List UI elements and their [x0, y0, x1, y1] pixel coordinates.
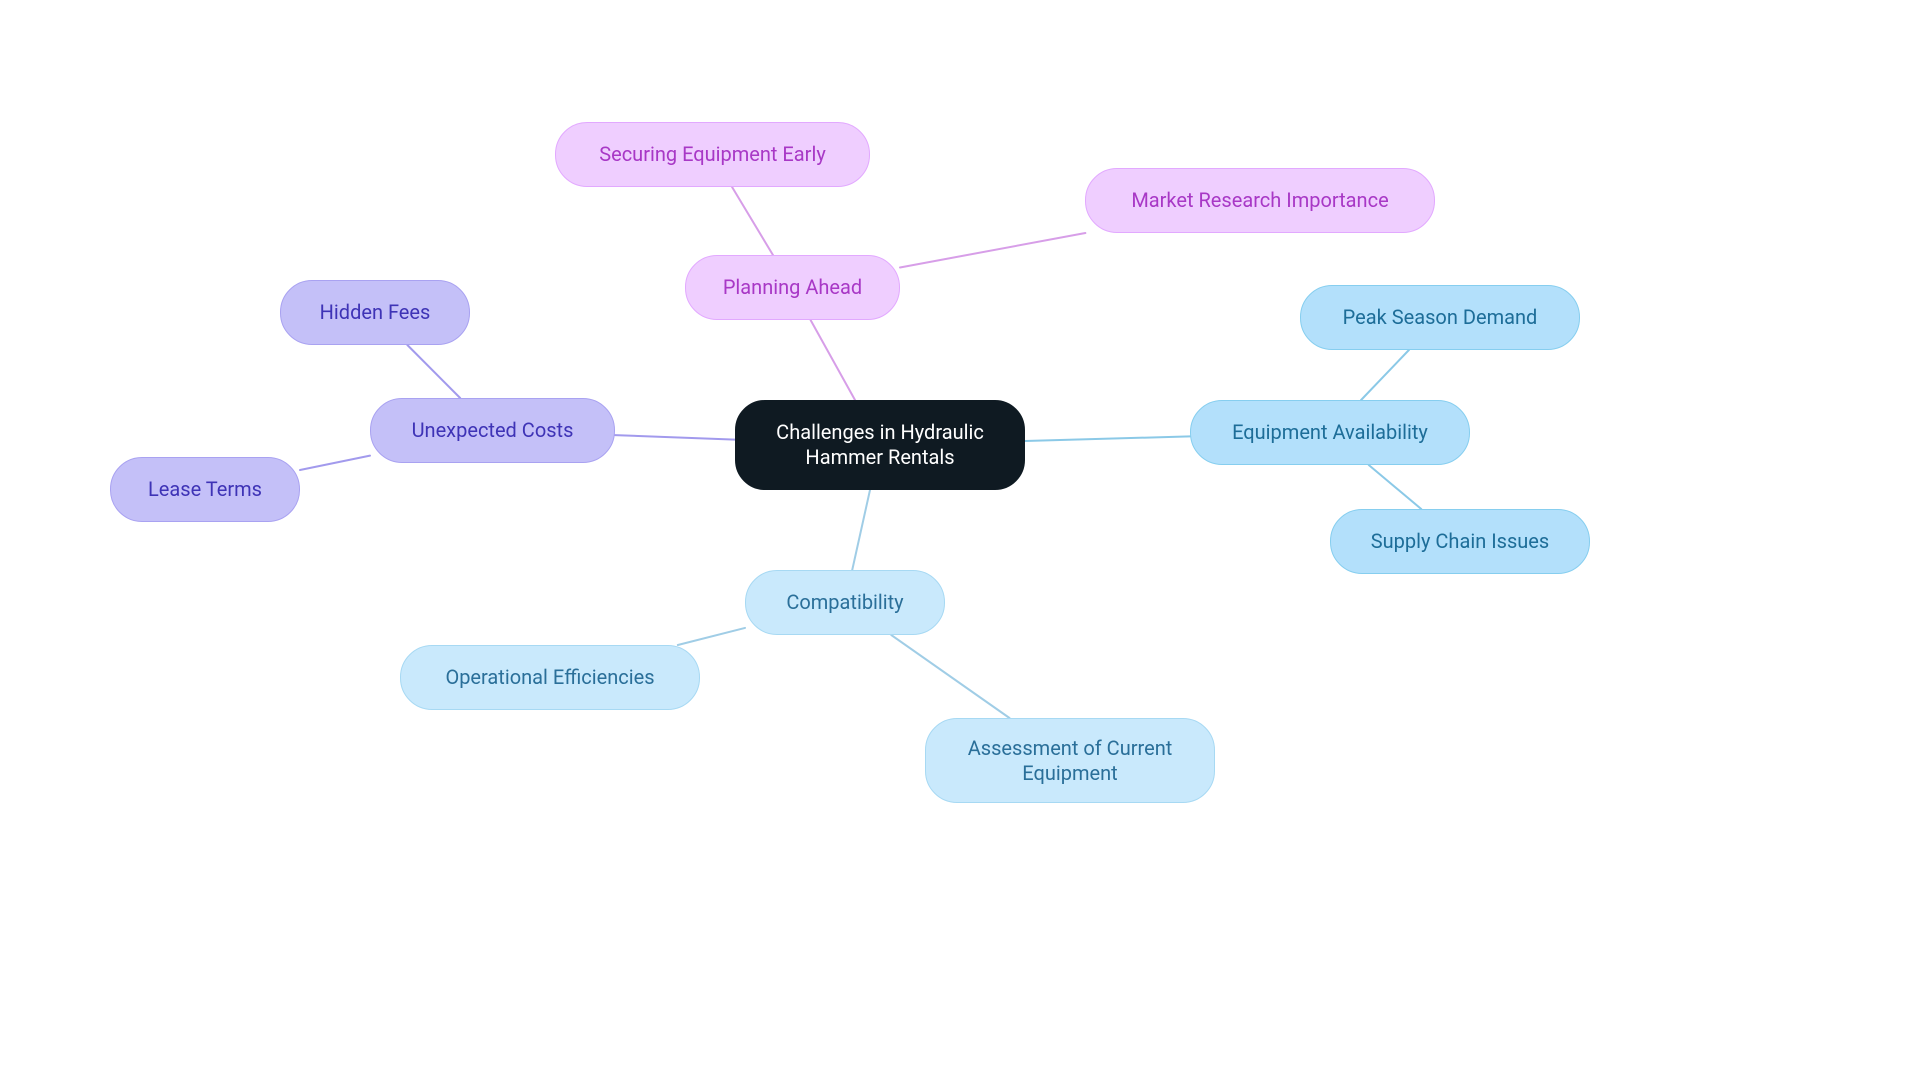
- edge-costs-lease: [300, 456, 370, 470]
- edge-center-compatibility: [852, 490, 870, 570]
- edge-planning-securing: [732, 187, 773, 255]
- edge-center-planning: [811, 320, 855, 400]
- node-compatibility[interactable]: Compatibility: [745, 570, 945, 635]
- node-peak[interactable]: Peak Season Demand: [1300, 285, 1580, 350]
- node-costs[interactable]: Unexpected Costs: [370, 398, 615, 463]
- node-operational[interactable]: Operational Efficiencies: [400, 645, 700, 710]
- node-label: Supply Chain Issues: [1371, 529, 1549, 554]
- node-label: Market Research Importance: [1131, 188, 1388, 213]
- node-label: Securing Equipment Early: [599, 142, 826, 167]
- mindmap-canvas: Challenges in Hydraulic Hammer Rentals Pl…: [0, 0, 1920, 1083]
- node-hidden[interactable]: Hidden Fees: [280, 280, 470, 345]
- node-label: Challenges in Hydraulic Hammer Rentals: [776, 420, 984, 470]
- node-securing[interactable]: Securing Equipment Early: [555, 122, 870, 187]
- edge-compatibility-operational: [678, 628, 745, 645]
- node-center[interactable]: Challenges in Hydraulic Hammer Rentals: [735, 400, 1025, 490]
- node-label: Planning Ahead: [723, 275, 862, 300]
- node-label: Equipment Availability: [1232, 420, 1428, 445]
- node-market[interactable]: Market Research Importance: [1085, 168, 1435, 233]
- node-label: Unexpected Costs: [412, 418, 574, 443]
- node-label: Assessment of Current Equipment: [968, 736, 1173, 786]
- node-assessment[interactable]: Assessment of Current Equipment: [925, 718, 1215, 803]
- edge-availability-supply: [1369, 465, 1421, 509]
- edge-center-costs: [615, 435, 735, 439]
- node-label: Lease Terms: [148, 477, 262, 502]
- edge-planning-market: [900, 233, 1085, 267]
- edge-compatibility-assessment: [891, 635, 1009, 718]
- node-lease[interactable]: Lease Terms: [110, 457, 300, 522]
- edge-availability-peak: [1361, 350, 1409, 400]
- edge-layer: [0, 0, 1920, 1083]
- node-planning[interactable]: Planning Ahead: [685, 255, 900, 320]
- node-availability[interactable]: Equipment Availability: [1190, 400, 1470, 465]
- node-label: Hidden Fees: [320, 300, 431, 325]
- node-label: Peak Season Demand: [1343, 305, 1538, 330]
- edge-costs-hidden: [407, 345, 460, 398]
- node-label: Compatibility: [786, 590, 903, 615]
- edge-center-availability: [1025, 436, 1190, 441]
- node-supply[interactable]: Supply Chain Issues: [1330, 509, 1590, 574]
- node-label: Operational Efficiencies: [445, 665, 654, 690]
